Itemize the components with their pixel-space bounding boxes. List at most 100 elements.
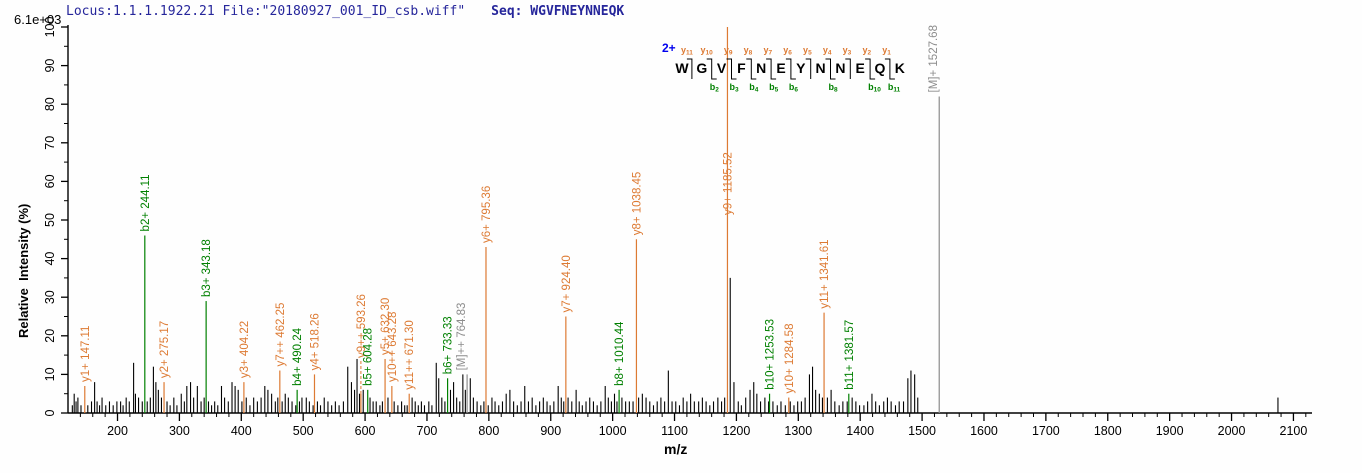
x-tick-label: 700 [417, 424, 438, 438]
y-ion-label: y7 [763, 45, 772, 57]
y-ion-label: y6 [783, 45, 792, 57]
x-tick-label: 1800 [1094, 424, 1122, 438]
x-tick-label: 1200 [723, 424, 751, 438]
residue-letter: E [776, 60, 785, 76]
unlabeled-peaks [71, 277, 1279, 413]
peak-label: y10+ 1284.58 [784, 324, 796, 394]
residue-letter: K [895, 60, 905, 76]
locus-file-text: Locus:1.1.1.1922.21 File:"20180927_001_I… [66, 4, 466, 19]
fragment-divider [766, 58, 777, 80]
x-axis-title: m/z [664, 441, 688, 457]
peak-label: y1+ 147.11 [80, 326, 92, 382]
peak-label: y2+ 275.17 [159, 321, 171, 378]
x-tick-label: 1500 [908, 424, 936, 438]
y-ion-label: y11 [681, 45, 693, 57]
peak-label: y9++ 593.26 [356, 294, 368, 358]
max-intensity-label: 6.1e+03 [14, 12, 62, 27]
peak-label: [M]++ 764.83 [456, 303, 468, 371]
residue-letter: E [856, 60, 865, 76]
residue-letter: G [696, 60, 707, 76]
peak-label: y3+ 404.22 [239, 321, 251, 378]
peak-label: y5+ 632.30 [380, 298, 392, 355]
peak-label: b11+ 1381.57 [844, 320, 856, 390]
b-ion-label: b4 [749, 82, 759, 94]
residue-letter: N [835, 60, 845, 76]
peak-label: y4+ 518.26 [309, 313, 321, 370]
y-ion-label: y3 [843, 45, 852, 57]
title-line: Locus:1.1.1.1922.21 File:"20180927_001_I… [66, 4, 624, 19]
x-tick-label: 200 [107, 424, 128, 438]
precursor-charge-label: 2+ [662, 41, 676, 55]
x-tick-label: 2100 [1280, 424, 1308, 438]
residue-letter: F [737, 60, 746, 76]
peak-label: [M]+ 1527.68 [928, 25, 940, 92]
axes: 200 300 400 500 600 700 800 900 1000 1100 1200 1300… [43, 17, 1312, 438]
x-tick-label: 500 [293, 424, 314, 438]
x-tick-label: 1300 [784, 424, 812, 438]
y-tick-label: 100 [43, 17, 57, 38]
peak-label: b3+ 343.18 [201, 239, 213, 297]
x-tick-label: 1000 [599, 424, 627, 438]
x-tick-label: 1900 [1156, 424, 1184, 438]
sequence-text: Seq: WGVFNEYNNEQK [491, 4, 625, 19]
fragment-divider [726, 58, 737, 80]
peak-label: y11+ 1341.61 [819, 239, 831, 308]
residue-letter: Q [875, 60, 886, 76]
fragment-divider [746, 58, 757, 80]
fragment-divider [865, 58, 876, 80]
peak-label: y7++ 462.25 [275, 303, 287, 367]
y-ion-label: y2 [862, 45, 871, 57]
fragment-divider [825, 58, 836, 80]
x-tick-label: 400 [231, 424, 252, 438]
b-ion-label: b8 [829, 82, 839, 94]
residue-letter: Y [796, 60, 806, 76]
x-tick-label: 1600 [970, 424, 998, 438]
b-ion-label: b5 [769, 82, 779, 94]
x-tick-label: 800 [478, 424, 499, 438]
peak-label: y9+ 1185.52 [722, 152, 734, 215]
x-tick-label: 1400 [846, 424, 874, 438]
peak-label: b5+ 604.28 [363, 328, 375, 386]
b-ion-label: b11 [888, 82, 901, 94]
y-tick-label: 50 [43, 213, 57, 227]
y-tick-label: 40 [43, 252, 57, 266]
y-tick-label: 10 [43, 367, 57, 381]
b-ion-label: b6 [789, 82, 799, 94]
peak-label: y7+ 924.40 [561, 255, 573, 312]
x-tick-label: 1100 [661, 424, 688, 438]
b-ion-label: b3 [730, 82, 740, 94]
y-ion-label: y1 [882, 45, 891, 57]
fragment-divider [785, 58, 796, 80]
x-tick-label: 1700 [1032, 424, 1060, 438]
labeled-peaks [84, 27, 940, 413]
peak-label: b6+ 733.33 [443, 316, 455, 374]
peak-labels: y1+ 147.11 b2+ 244.11 y2+ 275.17 b3+ 343.18… [80, 25, 940, 394]
residue-letter: N [816, 60, 826, 76]
y-ion-label: y9 [724, 45, 733, 57]
y-tick-label: 20 [43, 329, 57, 343]
peak-label: b4+ 490.24 [292, 327, 304, 385]
fragment-divider [845, 58, 851, 79]
peak-label: b2+ 244.11 [140, 174, 152, 231]
residue-letter: W [675, 60, 689, 76]
y-tick-label: 60 [43, 174, 57, 188]
x-tick-label: 900 [540, 424, 561, 438]
y-ion-label: y5 [803, 45, 812, 57]
peak-label: b8+ 1010.44 [614, 321, 626, 386]
y-tick-label: 70 [43, 136, 57, 150]
b-ion-label: b10 [868, 82, 881, 94]
peak-label: y6+ 795.36 [481, 186, 493, 243]
fragment-divider [884, 58, 895, 80]
y-tick-label: 80 [43, 97, 57, 111]
peak-label: b10+ 1253.53 [765, 319, 777, 390]
y-tick-label: 90 [43, 59, 57, 73]
x-tick-label: 600 [355, 424, 376, 438]
fragment-divider [706, 58, 717, 80]
peak-label: y8+ 1038.45 [631, 172, 643, 236]
y-ion-label: y4 [823, 45, 832, 57]
y-tick-label: 30 [43, 290, 57, 304]
residue-letter: V [717, 60, 727, 76]
y-tick-label: 0 [43, 409, 57, 416]
